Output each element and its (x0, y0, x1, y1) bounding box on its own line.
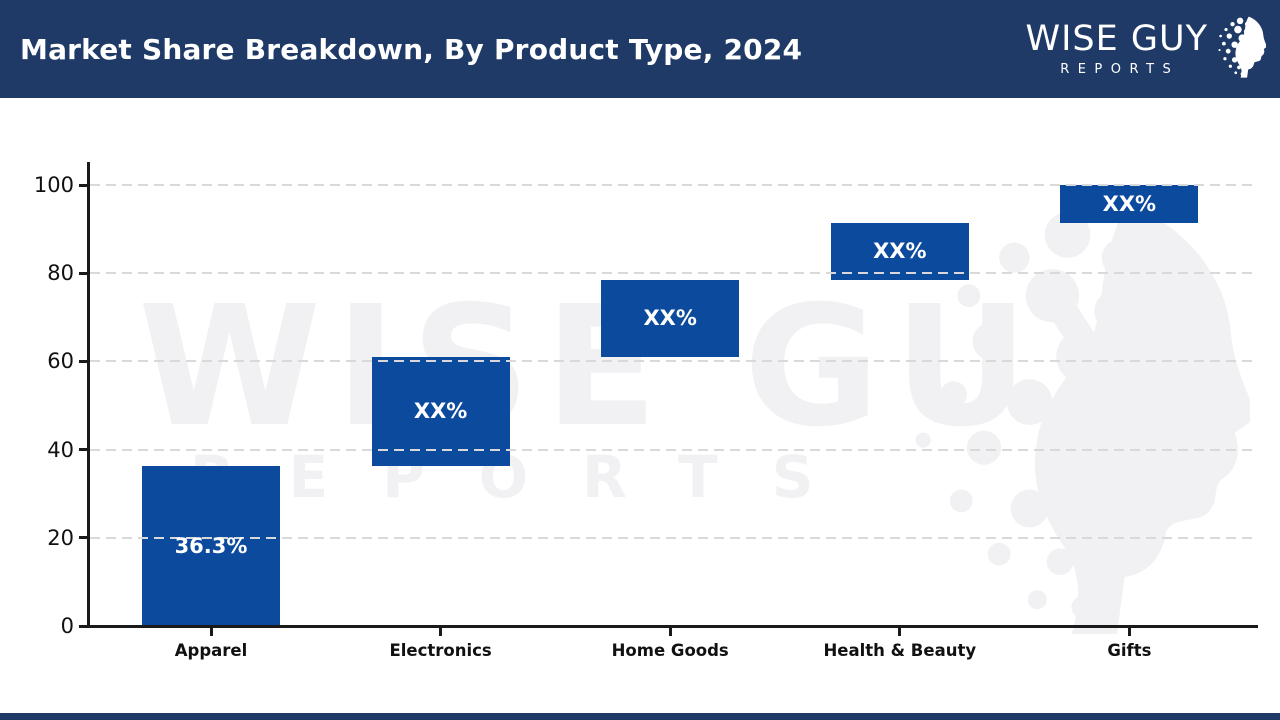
category-label-gifts: Gifts (1107, 641, 1152, 660)
x-tick-gifts (1127, 628, 1131, 636)
y-tick-label: 100 (33, 173, 74, 197)
y-tick-40 (79, 448, 87, 452)
gridline-80 (90, 272, 1256, 275)
x-tick-home-goods (668, 628, 672, 636)
y-tick-label: 0 (60, 614, 74, 638)
category-label-health-beauty: Health & Beauty (823, 641, 977, 660)
watermark-text-2: REPORTS (190, 443, 868, 511)
bar-label-gifts: XX% (1102, 191, 1157, 216)
y-tick-label: 20 (47, 525, 74, 550)
y-tick-label: 80 (47, 261, 74, 286)
bar-label-electronics: XX% (413, 399, 468, 424)
x-tick-apparel (209, 628, 213, 636)
bar-label-apparel: 36.3% (174, 533, 248, 558)
x-tick-health-beauty (898, 628, 902, 636)
x-axis (87, 625, 1258, 628)
gridline-60 (90, 360, 1256, 363)
brand-subtitle: REPORTS (1060, 61, 1180, 77)
gridline-100 (90, 184, 1256, 186)
bar-label-health-beauty: XX% (873, 239, 927, 264)
bar-electronics (371, 356, 510, 466)
category-label-electronics: Electronics (389, 641, 492, 660)
dotted-head-icon (1218, 16, 1266, 78)
y-tick-0 (79, 624, 87, 628)
brand-name: WISE GUY (1025, 18, 1208, 59)
y-tick-60 (79, 359, 87, 363)
brand-logo: WISE GUY REPORTS (1025, 10, 1266, 88)
gridline-40 (90, 448, 1256, 451)
y-tick-20 (79, 536, 87, 540)
y-tick-label: 60 (47, 349, 74, 374)
category-label-home-goods: Home Goods (611, 641, 729, 660)
y-tick-label: 40 (47, 437, 74, 462)
y-axis (87, 162, 90, 627)
gridline-20 (90, 536, 1256, 539)
y-tick-80 (79, 271, 87, 275)
y-tick-100 (79, 183, 87, 187)
bar-label-home-goods: XX% (643, 306, 697, 331)
x-tick-electronics (439, 628, 443, 636)
footer-strip (0, 713, 1280, 720)
category-label-apparel: Apparel (174, 641, 248, 660)
header: Market Share Breakdown, By Product Type,… (0, 0, 1280, 98)
brand-logo-text: WISE GUY REPORTS (1025, 18, 1208, 77)
bar-health-beauty (830, 222, 969, 280)
page-title: Market Share Breakdown, By Product Type,… (20, 32, 803, 66)
bar-home-goods (601, 279, 740, 357)
bar-apparel (142, 465, 280, 626)
